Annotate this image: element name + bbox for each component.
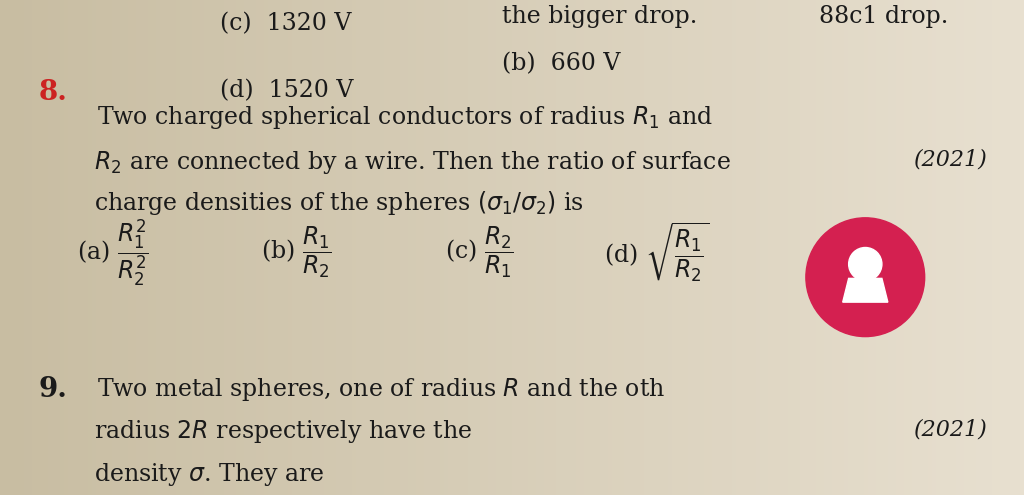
Text: density $\sigma$. They are: density $\sigma$. They are <box>94 461 325 489</box>
Text: (d) $\sqrt{\dfrac{R_1}{R_2}}$: (d) $\sqrt{\dfrac{R_1}{R_2}}$ <box>604 221 710 284</box>
Text: (b)  660 V: (b) 660 V <box>502 52 621 75</box>
Text: 88c1 drop.: 88c1 drop. <box>819 5 948 28</box>
Text: charge densities of the spheres $(\sigma_1/\sigma_2)$ is: charge densities of the spheres $(\sigma… <box>94 189 584 217</box>
Text: $R_2$ are connected by a wire. Then the ratio of surface: $R_2$ are connected by a wire. Then the … <box>94 148 731 176</box>
Text: 9.: 9. <box>39 376 68 403</box>
Ellipse shape <box>849 248 882 281</box>
Text: the bigger drop.: the bigger drop. <box>502 5 697 28</box>
Text: Two charged spherical conductors of radius $R_1$ and: Two charged spherical conductors of radi… <box>97 104 714 131</box>
Polygon shape <box>843 278 888 302</box>
Text: Two metal spheres, one of radius $R$ and the oth: Two metal spheres, one of radius $R$ and… <box>97 376 666 403</box>
Text: (2021): (2021) <box>914 148 988 170</box>
Text: radius $2R$ respectively have the: radius $2R$ respectively have the <box>94 418 472 446</box>
Text: (d)  1520 V: (d) 1520 V <box>220 79 353 102</box>
Text: (a) $\dfrac{R_1^2}{R_2^2}$: (a) $\dfrac{R_1^2}{R_2^2}$ <box>77 217 148 288</box>
Text: (c) $\dfrac{R_2}{R_1}$: (c) $\dfrac{R_2}{R_1}$ <box>445 225 514 280</box>
Text: (c)  1320 V: (c) 1320 V <box>220 12 351 35</box>
Text: (2021): (2021) <box>914 418 988 440</box>
Text: 8.: 8. <box>39 79 68 106</box>
Text: (b) $\dfrac{R_1}{R_2}$: (b) $\dfrac{R_1}{R_2}$ <box>261 225 332 280</box>
Ellipse shape <box>806 218 925 337</box>
